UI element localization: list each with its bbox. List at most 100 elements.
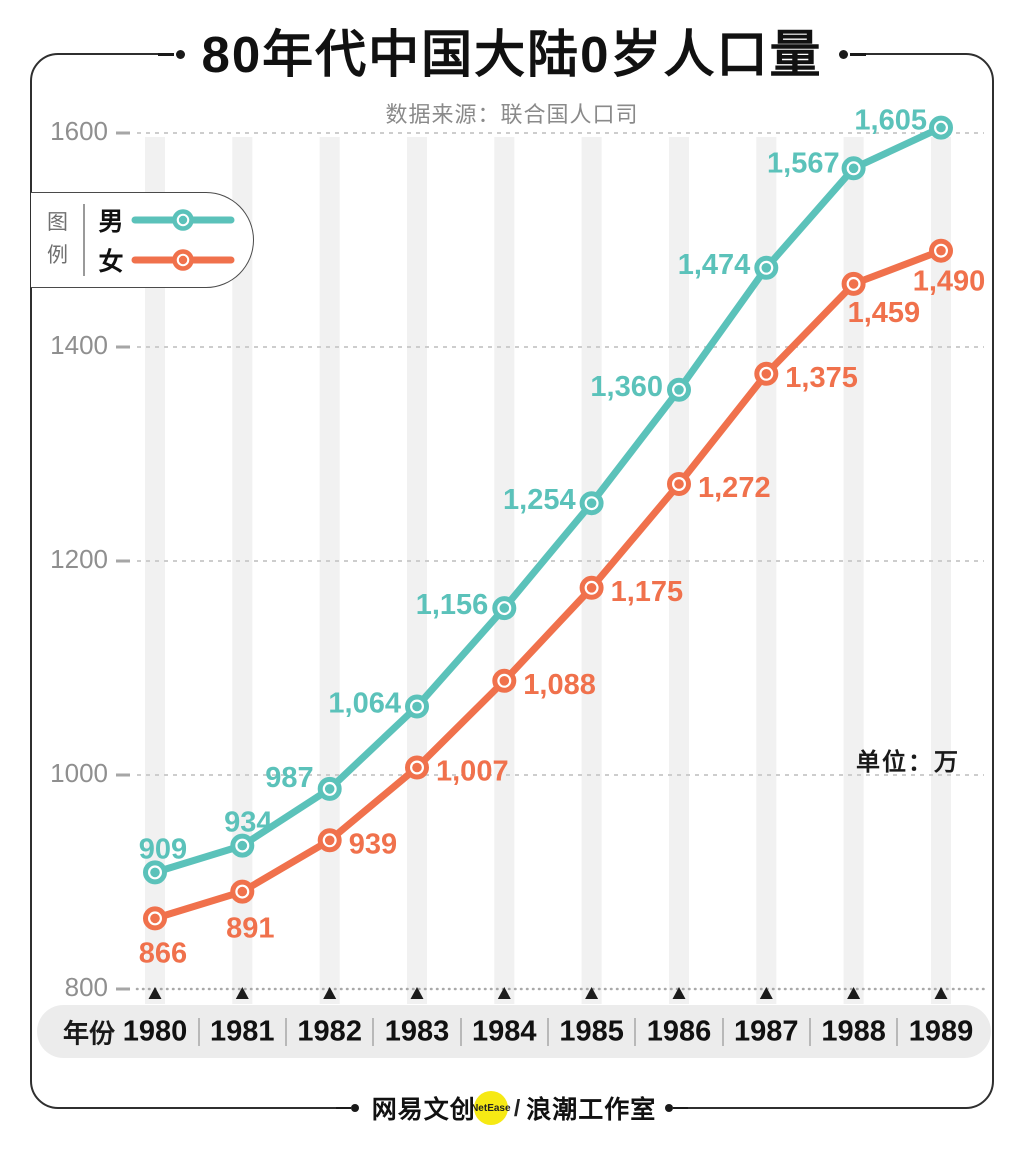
data-label: 1,459 bbox=[848, 297, 921, 329]
series-line-女 bbox=[151, 247, 945, 922]
marker-dot bbox=[499, 603, 510, 613]
marker-dot bbox=[324, 835, 335, 846]
marker-ring bbox=[929, 238, 953, 263]
year-separator bbox=[547, 1017, 549, 1046]
marker-dot bbox=[150, 867, 160, 878]
marker-ring bbox=[754, 361, 779, 386]
netease-brand-logo: 网易文创 bbox=[371, 1096, 476, 1124]
data-label: 1,490 bbox=[913, 266, 986, 298]
legend-box: 图例 男 女 bbox=[31, 192, 254, 288]
footer-brand-bar: 网易文创 NetEase / 浪潮工作室 bbox=[336, 1082, 689, 1134]
netease-badge-icon: NetEase bbox=[471, 1091, 511, 1125]
marker-dot bbox=[412, 701, 422, 712]
column-band bbox=[756, 137, 777, 1004]
data-label: 891 bbox=[226, 913, 274, 945]
marker-ring bbox=[143, 906, 167, 931]
title-left-decor bbox=[158, 49, 185, 59]
year-label-1981: 1981 bbox=[210, 1015, 275, 1047]
data-label: 1,007 bbox=[436, 756, 509, 788]
x-tick-triangle-icon bbox=[672, 987, 686, 999]
marker-dot bbox=[674, 385, 684, 395]
title-block: 80年代中国大陆0岁人口量 bbox=[158, 21, 866, 87]
year-separator bbox=[896, 1017, 899, 1046]
x-axis-band: 年份 1980 1981 1982 1983 1984 1985 1986 1987 1988 1… bbox=[37, 1005, 991, 1058]
marker-dot bbox=[936, 245, 946, 256]
title-right-decor bbox=[839, 49, 866, 59]
data-label: 939 bbox=[349, 828, 397, 860]
column-band bbox=[319, 137, 340, 1004]
y-tick-label: 1000 bbox=[50, 758, 108, 788]
footer-right-line bbox=[673, 1106, 689, 1110]
marker-ring bbox=[405, 694, 429, 719]
y-tick-label: 1200 bbox=[50, 544, 108, 574]
x-tick-triangle-icon bbox=[847, 987, 861, 999]
footer-left-line bbox=[336, 1106, 351, 1110]
marker-dot bbox=[761, 369, 772, 379]
marker-dot bbox=[412, 762, 422, 773]
marker-ring bbox=[230, 833, 255, 858]
year-separator bbox=[197, 1017, 200, 1046]
data-label: 1,375 bbox=[785, 362, 858, 394]
studio-name: 浪潮工作室 bbox=[526, 1096, 657, 1124]
year-label-1982: 1982 bbox=[297, 1015, 362, 1047]
x-tick-triangle-icon bbox=[323, 987, 337, 999]
data-label: 1,175 bbox=[611, 576, 684, 608]
y-tick-label: 800 bbox=[65, 972, 108, 1002]
marker-ring bbox=[317, 776, 342, 801]
footer-right-dot-icon bbox=[665, 1104, 674, 1112]
footer-separator: / bbox=[513, 1094, 521, 1121]
marker-ring bbox=[317, 828, 342, 853]
marker-ring bbox=[230, 879, 255, 904]
data-label: 909 bbox=[139, 833, 187, 865]
column-band bbox=[581, 137, 602, 1004]
x-tick-triangle-icon bbox=[585, 987, 599, 999]
data-source-note: 数据来源：联合国人口司 bbox=[385, 102, 639, 127]
column-band bbox=[669, 137, 689, 1004]
year-separator bbox=[285, 1017, 287, 1046]
legend-label-male: 男 bbox=[98, 208, 124, 236]
data-label: 987 bbox=[265, 762, 313, 794]
marker-ring bbox=[405, 755, 429, 780]
footer-left-dot-icon bbox=[350, 1104, 359, 1112]
marker-ring bbox=[841, 156, 866, 181]
marker-dot bbox=[499, 676, 510, 686]
legend-item-male: 男 bbox=[99, 202, 235, 238]
year-label-1985: 1985 bbox=[559, 1015, 624, 1047]
marker-ring bbox=[143, 860, 167, 885]
column-band bbox=[843, 137, 864, 1004]
marker-dot bbox=[848, 163, 859, 174]
title-left-line bbox=[158, 52, 174, 56]
year-label-1989: 1989 bbox=[908, 1015, 974, 1047]
x-tick-triangle-icon bbox=[759, 987, 773, 999]
marker-dot bbox=[150, 913, 160, 924]
x-tick-triangle-icon bbox=[410, 987, 424, 999]
year-separator bbox=[809, 1017, 811, 1046]
column-band bbox=[407, 137, 427, 1004]
year-label-1983: 1983 bbox=[384, 1015, 450, 1047]
legend-title: 图例 bbox=[47, 211, 68, 267]
data-label: 1,360 bbox=[590, 371, 663, 403]
female-line-sample-icon bbox=[131, 243, 235, 277]
marker-dot bbox=[761, 263, 772, 273]
year-separator bbox=[372, 1017, 375, 1046]
year-label-1987: 1987 bbox=[734, 1015, 799, 1047]
marker-dot bbox=[586, 498, 597, 509]
marker-ring bbox=[492, 668, 517, 693]
column-band bbox=[494, 137, 515, 1004]
year-label-1984: 1984 bbox=[472, 1015, 537, 1047]
x-tick-triangle-icon bbox=[497, 987, 511, 999]
data-label: 1,272 bbox=[698, 472, 771, 504]
column-band bbox=[931, 137, 951, 1004]
data-label: 1,567 bbox=[767, 147, 840, 179]
title-right-line bbox=[850, 52, 866, 56]
marker-dot bbox=[848, 279, 859, 289]
marker-ring bbox=[492, 596, 517, 621]
data-label: 866 bbox=[139, 937, 187, 969]
year-label-1988: 1988 bbox=[821, 1015, 886, 1047]
marker-ring bbox=[667, 377, 691, 402]
marker-ring bbox=[579, 575, 604, 600]
data-label: 934 bbox=[224, 807, 272, 839]
year-label-1986: 1986 bbox=[646, 1015, 712, 1047]
data-label: 1,156 bbox=[416, 589, 489, 621]
